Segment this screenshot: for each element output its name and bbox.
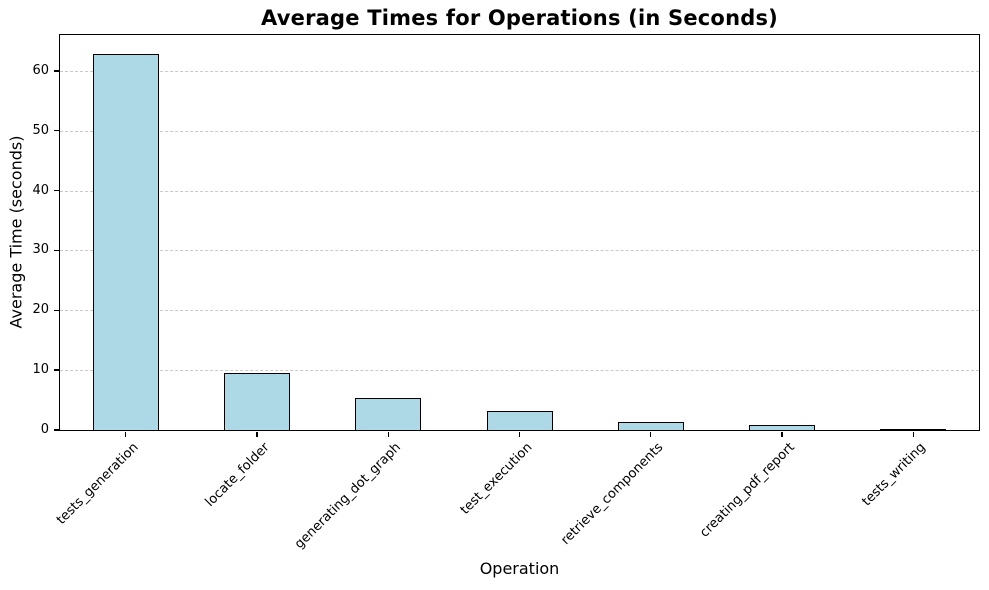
bar-test_execution <box>486 411 553 430</box>
x-tick-label-2: generating_dot_graph <box>291 440 404 552</box>
x-tick-mark-5 <box>781 431 783 437</box>
y-tick-label-0: 0 <box>40 422 49 437</box>
y-tick-mark-50 <box>53 130 59 132</box>
bar-retrieve_components <box>617 422 684 430</box>
gridline-y-60 <box>60 70 979 72</box>
y-tick-label-10: 10 <box>32 362 49 378</box>
y-tick-label-40: 40 <box>32 182 49 198</box>
y-tick-mark-60 <box>53 70 59 72</box>
x-axis-label: Operation <box>479 559 560 578</box>
gridline-y-30 <box>60 250 979 252</box>
x-tick-mark-6 <box>912 431 915 437</box>
bar-locate_folder <box>223 372 290 430</box>
y-axis-label: Average Time (seconds) <box>6 135 26 329</box>
x-tick-mark-0 <box>124 431 127 437</box>
y-tick-mark-30 <box>53 249 59 252</box>
y-tick-mark-0 <box>53 429 59 431</box>
x-tick-label-1: locate_folder <box>202 440 273 511</box>
gridline-y-50 <box>60 130 979 132</box>
y-tick-label-60: 60 <box>32 62 49 78</box>
x-tick-label-0: tests_generation <box>53 440 142 528</box>
y-tick-label-20: 20 <box>32 302 49 318</box>
bar-tests_generation <box>92 54 159 430</box>
bar-tests_writing <box>880 429 947 430</box>
x-tick-mark-1 <box>256 431 258 437</box>
bar-creating_pdf_report <box>749 424 816 430</box>
x-tick-label-6: tests_writing <box>859 440 929 510</box>
x-tick-label-4: retrieve_components <box>558 440 667 548</box>
y-tick-label-50: 50 <box>32 122 49 138</box>
x-tick-mark-4 <box>650 431 652 437</box>
y-tick-mark-20 <box>53 309 59 311</box>
bar-generating_dot_graph <box>355 398 422 430</box>
y-tick-mark-10 <box>53 369 59 371</box>
gridline-y-10 <box>60 370 979 372</box>
x-tick-label-3: test_execution <box>457 440 536 518</box>
gridline-y-40 <box>60 190 979 192</box>
x-tick-label-5: creating_pdf_report <box>697 440 798 541</box>
gridline-y-20 <box>60 310 979 312</box>
y-tick-label-30: 30 <box>32 242 49 258</box>
plot-area <box>59 34 980 431</box>
x-tick-mark-2 <box>387 431 389 437</box>
x-tick-mark-3 <box>518 431 521 437</box>
y-tick-mark-40 <box>53 189 59 192</box>
chart-title: Average Times for Operations (in Seconds… <box>261 6 778 30</box>
